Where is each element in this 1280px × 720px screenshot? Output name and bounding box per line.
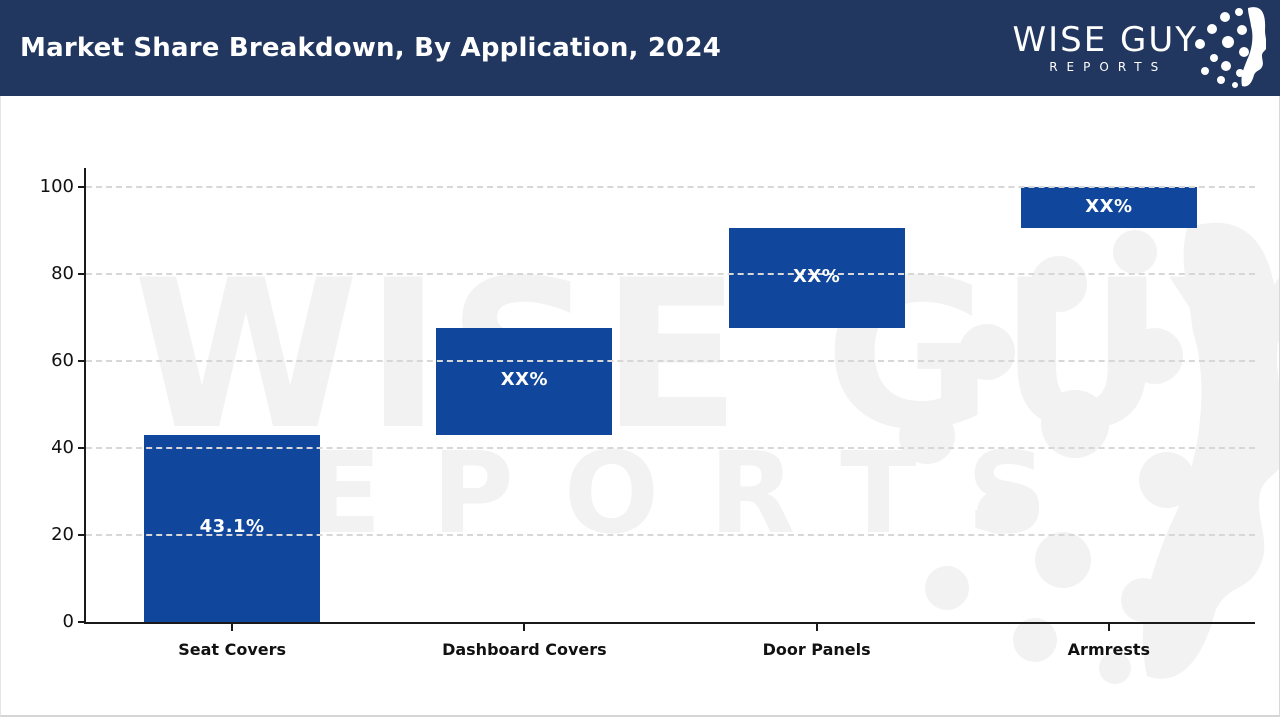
x-axis-spine	[84, 622, 1255, 624]
y-tick-label-80: 80	[51, 263, 74, 284]
y-tick-20	[78, 534, 86, 536]
gridline-20	[86, 534, 1255, 536]
logo-subtitle: REPORTS	[1049, 60, 1168, 74]
y-tick-label-20: 20	[51, 524, 74, 545]
bar-seat-covers	[144, 434, 321, 622]
x-axis-label-door-panels: Door Panels	[762, 640, 871, 659]
y-axis-spine	[84, 168, 86, 624]
header-bar: Market Share Breakdown, By Application, …	[0, 0, 1280, 96]
x-axis-label-seat-covers: Seat Covers	[178, 640, 287, 659]
gridline-80	[86, 273, 1255, 275]
y-tick-label-40: 40	[51, 437, 74, 458]
plot: 0 20 40 60 80 100 43.1% XX% XX% XX% Seat Covers Das…	[1, 96, 1279, 715]
wise-guy-logo: WISE GUY REPORTS	[1012, 6, 1280, 90]
y-tick-0	[78, 621, 86, 623]
bar-dashboard-covers	[436, 328, 613, 435]
chart-area: WISE GUY REPORTS 0 20 40 60 80 100 43.1% XX	[0, 96, 1280, 717]
y-tick-label-60: 60	[51, 350, 74, 371]
bar-label-seat-covers: 43.1%	[199, 516, 265, 538]
gridline-100	[86, 186, 1255, 188]
watermark-face-icon	[899, 222, 1279, 684]
page-title: Market Share Breakdown, By Application, …	[20, 33, 722, 63]
gridline-40	[86, 447, 1255, 449]
x-axis-label-dashboard-covers: Dashboard Covers	[442, 640, 607, 659]
y-tick-100	[78, 186, 86, 188]
x-tick-dashboard-covers	[523, 623, 526, 631]
bar-door-panels	[728, 228, 905, 329]
logo-text: WISE GUY REPORTS	[1012, 23, 1198, 73]
y-tick-label-0: 0	[62, 611, 74, 632]
x-tick-seat-covers	[231, 623, 234, 631]
y-tick-label-100: 100	[39, 176, 74, 197]
bar-label-dashboard-covers: XX%	[500, 369, 549, 391]
x-tick-door-panels	[815, 623, 818, 631]
bar-label-armrests: XX%	[1085, 195, 1133, 217]
y-tick-80	[78, 273, 86, 275]
logo-face-icon	[1195, 7, 1266, 88]
bar-armrests	[1020, 187, 1197, 229]
bar-label-door-panels: XX%	[792, 266, 841, 288]
y-tick-60	[78, 360, 86, 362]
x-axis-label-armrests: Armrests	[1067, 640, 1151, 659]
logo-wordmark: WISE GUY	[1012, 20, 1198, 60]
y-tick-40	[78, 447, 86, 449]
gridline-60	[86, 360, 1255, 362]
x-tick-armrests	[1107, 623, 1110, 631]
